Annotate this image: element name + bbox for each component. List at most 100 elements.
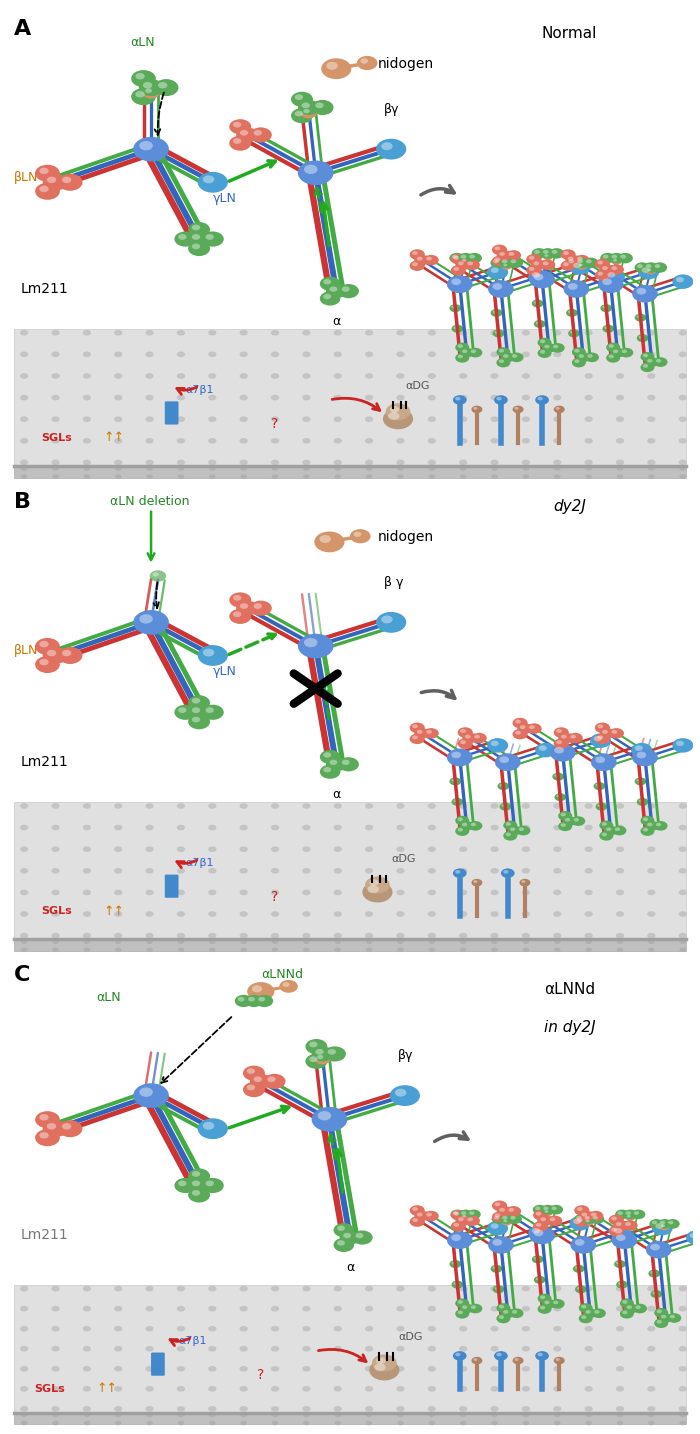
Circle shape (584, 373, 593, 379)
Circle shape (178, 466, 184, 470)
Circle shape (611, 730, 617, 734)
Circle shape (208, 825, 216, 830)
Circle shape (428, 803, 436, 809)
Circle shape (515, 731, 521, 734)
Circle shape (678, 459, 687, 465)
Circle shape (146, 459, 154, 465)
Circle shape (240, 939, 247, 944)
Circle shape (626, 1305, 632, 1309)
Circle shape (365, 416, 373, 422)
Circle shape (146, 351, 154, 357)
Circle shape (21, 475, 27, 479)
Circle shape (498, 782, 509, 790)
Circle shape (146, 1405, 154, 1411)
Circle shape (648, 1269, 660, 1278)
Circle shape (236, 128, 258, 142)
Circle shape (460, 939, 466, 944)
Circle shape (522, 889, 530, 895)
Circle shape (616, 932, 624, 938)
Circle shape (646, 264, 652, 268)
Circle shape (584, 825, 593, 830)
Circle shape (570, 331, 575, 334)
Circle shape (428, 825, 436, 830)
Circle shape (412, 724, 418, 728)
Circle shape (606, 827, 611, 832)
Circle shape (146, 1286, 154, 1292)
Circle shape (146, 948, 153, 952)
Circle shape (515, 720, 521, 724)
Circle shape (177, 437, 185, 443)
Circle shape (680, 948, 686, 952)
Circle shape (500, 353, 514, 363)
Circle shape (459, 932, 468, 938)
Circle shape (657, 1309, 662, 1314)
Circle shape (302, 394, 311, 400)
Circle shape (271, 416, 279, 422)
Circle shape (428, 1347, 436, 1352)
Circle shape (455, 353, 469, 363)
Circle shape (114, 1367, 122, 1371)
Circle shape (326, 284, 346, 298)
Circle shape (549, 248, 564, 258)
Circle shape (493, 1239, 502, 1246)
Circle shape (597, 724, 603, 728)
Circle shape (576, 1216, 582, 1219)
Circle shape (612, 255, 617, 258)
Circle shape (20, 330, 28, 336)
Circle shape (302, 1347, 311, 1352)
Circle shape (334, 932, 342, 938)
Circle shape (428, 437, 436, 443)
Circle shape (326, 757, 346, 771)
Circle shape (459, 825, 468, 830)
Circle shape (648, 459, 655, 465)
Circle shape (606, 353, 620, 363)
Circle shape (253, 604, 262, 609)
Circle shape (491, 466, 498, 470)
Circle shape (354, 532, 361, 536)
Circle shape (250, 601, 272, 615)
Circle shape (620, 348, 634, 357)
Circle shape (493, 330, 504, 337)
Text: αLN deletion: αLN deletion (110, 495, 190, 508)
Text: ?: ? (271, 891, 278, 903)
Circle shape (616, 1235, 626, 1240)
Circle shape (417, 257, 423, 261)
Circle shape (312, 1107, 347, 1131)
Circle shape (603, 826, 617, 836)
Circle shape (616, 459, 624, 465)
Circle shape (428, 1412, 435, 1417)
Circle shape (209, 466, 216, 470)
Circle shape (20, 1367, 28, 1371)
Circle shape (462, 1305, 468, 1309)
Circle shape (522, 846, 530, 852)
Circle shape (414, 728, 429, 739)
Circle shape (575, 1239, 584, 1246)
Circle shape (542, 252, 553, 260)
Circle shape (616, 1262, 620, 1265)
Text: ↑↑: ↑↑ (103, 905, 124, 918)
Circle shape (522, 1347, 530, 1352)
Circle shape (83, 1347, 91, 1352)
Circle shape (496, 397, 502, 400)
Circle shape (493, 260, 499, 264)
Circle shape (303, 109, 309, 113)
Circle shape (460, 728, 466, 733)
Circle shape (652, 1220, 673, 1235)
Circle shape (640, 826, 654, 836)
Circle shape (177, 1387, 185, 1391)
Circle shape (452, 797, 463, 806)
Circle shape (410, 261, 425, 271)
Circle shape (499, 1207, 505, 1212)
Text: nidogen: nidogen (377, 531, 433, 543)
Circle shape (114, 437, 122, 443)
Circle shape (447, 749, 473, 766)
Circle shape (643, 817, 648, 822)
Circle shape (452, 1262, 456, 1265)
Circle shape (51, 889, 60, 895)
Circle shape (302, 868, 311, 873)
Circle shape (554, 475, 561, 479)
Circle shape (279, 979, 298, 992)
Circle shape (188, 1177, 210, 1193)
Circle shape (51, 803, 60, 809)
Circle shape (43, 1120, 67, 1137)
